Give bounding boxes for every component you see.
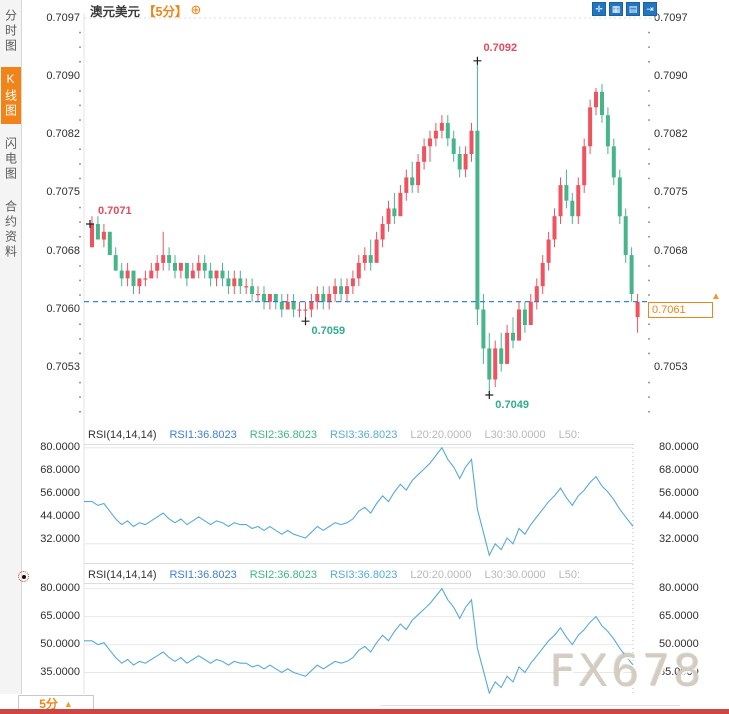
rsi-header-item: RSI(14,14,14) xyxy=(88,429,157,441)
bottom-red-strip xyxy=(0,709,729,714)
rsi-header-item: L50: xyxy=(558,569,581,581)
rsi-panel-2-header: RSI(14,14,14) RSI1:36.8023 RSI2:36.8023 RSI… xyxy=(88,569,580,581)
rsi-header-item: L30:30.0000 xyxy=(484,569,546,581)
chart-title: 澳元美元 【5分】 ⊕ xyxy=(90,2,202,19)
rsi-header-item: L30:30.0000 xyxy=(484,429,546,441)
axis-label: 65.0000 xyxy=(659,610,699,623)
current-price-value: 0.7061 xyxy=(652,304,686,316)
axis-label: 68.0000 xyxy=(659,464,699,477)
watermark: FX678 xyxy=(550,646,705,697)
axis-label: 0.7053 xyxy=(46,361,80,374)
price-annotation: 0.7092 xyxy=(483,41,518,54)
add-indicator-icon[interactable]: ⊕ xyxy=(190,2,202,17)
jump-to-latest-icon[interactable]: ⇥ xyxy=(643,2,657,16)
axis-label: 0.7075 xyxy=(654,186,688,199)
axis-label: 0.7090 xyxy=(654,69,688,82)
axis-label: 44.0000 xyxy=(40,510,80,523)
chart-type-sidebar: 分时图 K线图闪电图合约资料 xyxy=(0,0,22,709)
axis-label: 0.7097 xyxy=(46,11,80,24)
rsi-header-item: L20:20.0000 xyxy=(410,429,472,441)
sidebar-tab-2[interactable]: K线图 xyxy=(0,67,21,124)
rsi-header-item: RSI2:36.8023 xyxy=(249,569,318,581)
axis-label: 80.0000 xyxy=(40,441,80,454)
rsi-header-item: RSI1:36.8023 xyxy=(169,429,237,441)
axis-label: 68.0000 xyxy=(40,464,80,477)
axis-label: 0.7068 xyxy=(46,244,80,257)
timeframe-value: 5分 xyxy=(39,697,58,711)
rsi-panel-1-header: RSI(14,14,14) RSI1:36.8023 RSI2:36.8023 RSI… xyxy=(88,429,580,441)
sidebar-tab-4[interactable]: 合约资料 xyxy=(3,200,18,260)
price-up-arrow-icon: ▲ xyxy=(711,291,721,302)
price-annotation: 0.7049 xyxy=(495,399,529,411)
bottom-bar: 5分 ▲ xyxy=(0,694,729,712)
timeframe-label: 【5分】 xyxy=(143,4,188,19)
axis-label: 32.0000 xyxy=(40,533,80,546)
axis-label: 80.0000 xyxy=(659,441,699,454)
current-price-box: 0.7061 xyxy=(648,302,713,318)
rsi-header-item: RSI3:36.8023 xyxy=(330,569,398,581)
axis-scale-icon[interactable]: ▤ xyxy=(626,2,640,16)
axis-label: 32.0000 xyxy=(659,533,699,546)
price-annotation: 0.7059 xyxy=(311,325,346,338)
chart-toolbar: ✛ ▦ ▤ ⇥ xyxy=(592,2,657,16)
axis-label: 80.0000 xyxy=(40,582,80,595)
rsi-header-item: RSI(14,14,14) xyxy=(88,569,157,581)
axis-label: 50.0000 xyxy=(40,638,80,651)
axis-label: 50.0000 xyxy=(659,638,699,651)
symbol-name: 澳元美元 xyxy=(90,4,141,19)
axis-label: 0.7068 xyxy=(654,244,688,257)
axis-label: 0.7097 xyxy=(654,11,688,24)
axis-zoom-icon[interactable]: ▦ xyxy=(609,2,623,16)
axis-label: 0.7060 xyxy=(46,302,80,315)
axis-label: 35.0000 xyxy=(40,666,80,679)
rsi-header-item: L20:20.0000 xyxy=(410,569,472,581)
rsi-header-item: L50: xyxy=(558,429,581,441)
axis-label: 56.0000 xyxy=(659,487,699,500)
axis-label: 56.0000 xyxy=(40,487,80,500)
pan-icon[interactable]: ✛ xyxy=(592,2,606,16)
rsi-header-item: RSI2:36.8023 xyxy=(249,429,318,441)
price-annotation: 0.7071 xyxy=(98,204,132,217)
axis-label: 65.0000 xyxy=(40,610,80,623)
axis-label: 0.7090 xyxy=(46,69,80,82)
rsi-header-item: RSI1:36.8023 xyxy=(169,569,237,581)
bottom-divider xyxy=(380,705,680,706)
axis-label: 44.0000 xyxy=(659,510,699,523)
timeframe-arrow-icon: ▲ xyxy=(63,698,73,709)
axis-label: 0.7082 xyxy=(46,128,80,141)
sidebar-tab-1[interactable]: 分时图 xyxy=(3,9,18,54)
axis-label: 35.0000 xyxy=(659,666,699,679)
axis-label: 80.0000 xyxy=(659,582,699,595)
rsi-header-item: RSI3:36.8023 xyxy=(330,429,398,441)
indicator-settings-icon[interactable] xyxy=(18,571,29,582)
axis-label: 0.7082 xyxy=(654,128,688,141)
sidebar-tab-3[interactable]: 闪电图 xyxy=(3,137,18,182)
axis-label: 0.7053 xyxy=(654,361,688,374)
axis-label: 0.7075 xyxy=(46,186,80,199)
